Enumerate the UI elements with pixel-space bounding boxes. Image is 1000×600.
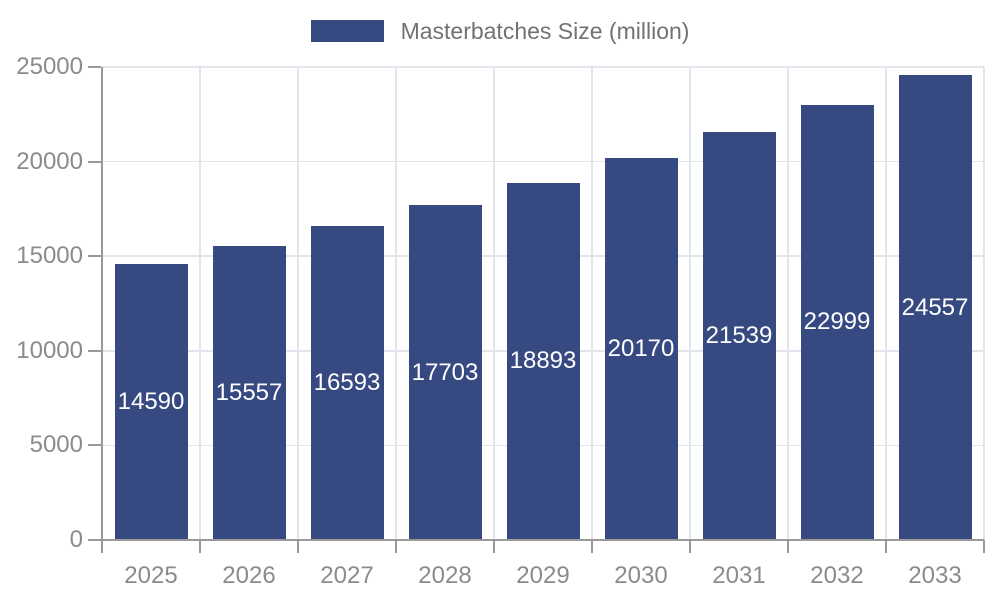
y-axis-tick [88, 349, 101, 352]
bar: 20170 [604, 158, 678, 540]
y-axis-tick-label: 10000 [16, 336, 83, 364]
x-gridline [591, 67, 593, 540]
x-axis-tick-label: 2025 [124, 562, 178, 589]
x-gridline [983, 67, 985, 540]
x-axis-tick [983, 540, 985, 553]
plot-area: 14590 15557 16593 17703 18893 20170 21539 22999… [102, 66, 985, 540]
x-axis-tick-label: 2033 [908, 562, 962, 589]
x-gridline [199, 67, 201, 540]
legend-item[interactable]: Masterbatches Size (million) [0, 16, 1000, 46]
x-gridline [689, 67, 691, 540]
bar-value-label: 16593 [313, 369, 381, 397]
y-axis-tick-label: 25000 [16, 53, 83, 80]
x-gridline [297, 67, 299, 540]
bar: 21539 [702, 132, 776, 540]
x-axis-tick-label: 2031 [712, 562, 766, 589]
bar-value-label: 20170 [607, 335, 675, 363]
x-axis-tick [101, 540, 103, 553]
x-axis-tick [395, 540, 397, 553]
x-axis-tick [689, 540, 691, 553]
x-axis-tick [493, 540, 495, 553]
x-axis-tick [591, 540, 593, 553]
legend-swatch [310, 20, 384, 42]
bar-value-label: 24557 [901, 293, 969, 321]
y-gridline [102, 160, 984, 163]
bar-value-label: 15557 [215, 378, 283, 406]
bar: 16593 [310, 226, 384, 540]
bar-value-label: 17703 [411, 358, 479, 386]
x-gridline [885, 67, 887, 540]
x-axis-tick [787, 540, 789, 553]
bar: 22999 [800, 104, 874, 540]
x-axis-tick-label: 2029 [516, 562, 570, 589]
x-axis-line [102, 539, 984, 541]
y-axis-tick [88, 66, 101, 68]
bar: 14590 [114, 263, 188, 540]
y-axis-tick-label: 5000 [29, 431, 83, 459]
y-axis-tick-label: 0 [69, 526, 83, 553]
y-axis-tick [88, 160, 101, 163]
bar-value-label: 18893 [509, 347, 577, 375]
bar: 15557 [212, 245, 286, 540]
bar-value-label: 14590 [117, 387, 185, 415]
y-axis-tick [88, 539, 101, 541]
x-axis-tick-label: 2028 [418, 562, 472, 589]
x-axis-tick-label: 2027 [320, 562, 374, 589]
x-gridline [493, 67, 495, 540]
bar: 18893 [506, 182, 580, 540]
bar: 17703 [408, 205, 482, 540]
x-axis-tick [297, 540, 299, 553]
x-gridline [787, 67, 789, 540]
legend-label: Masterbatches Size (million) [400, 18, 690, 44]
x-axis-tick-label: 2030 [614, 562, 668, 589]
y-axis-tick [88, 444, 101, 447]
bar-value-label: 22999 [803, 308, 871, 336]
y-axis-line [100, 67, 103, 540]
x-axis-tick-label: 2032 [810, 562, 864, 589]
x-gridline [395, 67, 397, 540]
y-axis-tick [88, 255, 101, 258]
y-axis-tick-label: 20000 [16, 147, 83, 175]
y-gridline [102, 66, 984, 68]
x-axis-tick [885, 540, 887, 553]
bar: 24557 [898, 75, 972, 540]
x-axis-tick-label: 2026 [222, 562, 276, 589]
bar-value-label: 21539 [705, 322, 773, 350]
x-axis-tick [199, 540, 201, 553]
y-axis-tick-label: 15000 [16, 242, 83, 270]
